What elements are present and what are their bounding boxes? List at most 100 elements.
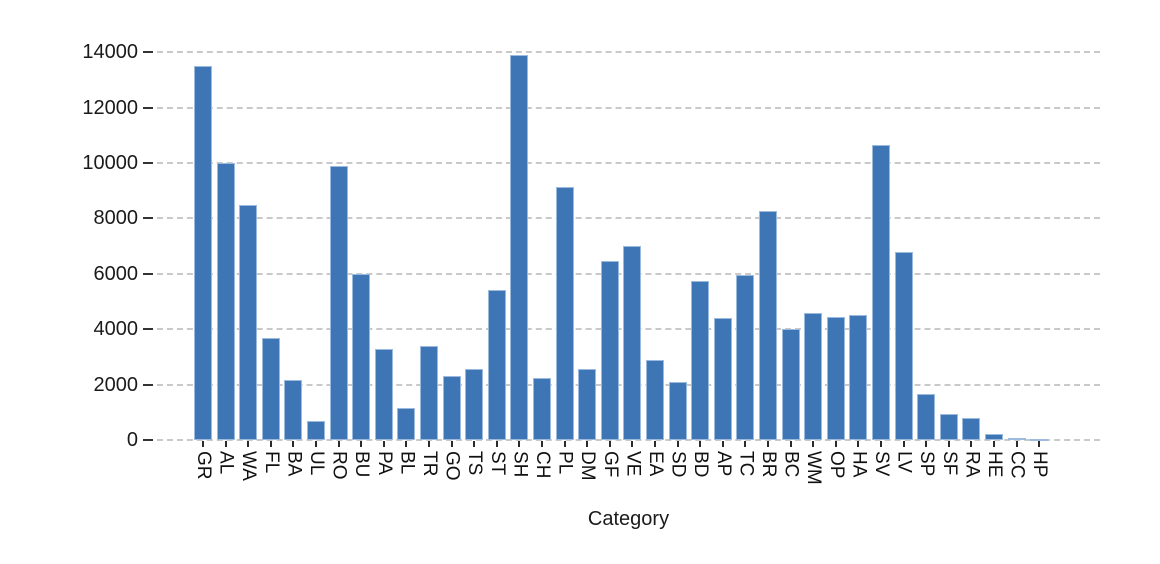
x-tick-mark [902, 441, 905, 447]
bar-pa [374, 348, 393, 440]
bar-wm [804, 312, 823, 440]
y-tick-mark [143, 439, 153, 441]
x-tick-label: LV [893, 451, 915, 473]
bar-ch [533, 377, 551, 440]
bar-sh [510, 54, 529, 440]
x-tick-mark [541, 441, 543, 447]
x-tick-mark [224, 441, 227, 447]
y-tick-label: 4000 [93, 318, 139, 341]
x-tick-label: TR [419, 451, 440, 477]
x-tick-mark [563, 441, 566, 447]
bar-tc [736, 275, 755, 440]
x-tick-label: SP [916, 451, 938, 477]
bar-tr [420, 345, 438, 440]
x-tick-mark [947, 441, 950, 447]
x-tick-label: BR [758, 451, 779, 478]
bar-br [759, 211, 777, 440]
x-tick-label: UL [306, 451, 327, 476]
bar-gr [194, 66, 212, 440]
x-tick-label: SV [871, 451, 892, 477]
y-tick-label: 12000 [82, 96, 138, 119]
x-tick-label: HA [848, 451, 870, 478]
x-tick-label: PA [373, 451, 395, 475]
y-tick-label: 14000 [82, 41, 138, 64]
x-tick-label: AL [215, 451, 237, 475]
gridline [157, 106, 1100, 109]
bar-sv [872, 144, 890, 440]
x-tick-mark [337, 441, 340, 447]
x-tick-label: ST [486, 451, 508, 476]
gridline [157, 217, 1100, 220]
x-tick-mark [360, 441, 363, 447]
bar-bd [691, 280, 710, 440]
x-tick-mark [586, 441, 589, 447]
x-tick-mark [202, 441, 204, 447]
bar-hp [1030, 439, 1049, 441]
x-tick-mark [767, 441, 769, 447]
gridline [157, 439, 1100, 441]
bar-wa [239, 204, 258, 440]
bar-dm [578, 369, 597, 440]
y-tick-mark [143, 328, 153, 331]
x-tick-mark [608, 441, 611, 447]
x-tick-label: FL [260, 451, 282, 474]
bar-ha [849, 315, 868, 440]
x-tick-mark [744, 441, 747, 447]
x-tick-label: EA [645, 451, 666, 477]
x-tick-label: GF [599, 451, 621, 478]
x-tick-label: SH [509, 451, 531, 478]
x-tick-mark [993, 441, 995, 447]
x-tick-mark [812, 441, 815, 447]
bar-lv [894, 251, 913, 440]
bar-ve [623, 246, 642, 440]
x-tick-mark [789, 441, 792, 447]
x-tick-mark [495, 441, 498, 447]
x-tick-label: DM [577, 451, 599, 481]
x-tick-label: OP [825, 451, 847, 479]
x-tick-label: VE [622, 451, 644, 477]
bar-sd [668, 381, 687, 440]
x-tick-mark [473, 441, 476, 447]
x-tick-label: SD [667, 451, 689, 478]
bar-bl [397, 408, 416, 440]
x-tick-mark [834, 441, 837, 447]
x-tick-label: BU [351, 451, 373, 478]
x-tick-label: BA [283, 451, 305, 477]
x-tick-label: WA [238, 451, 260, 481]
y-tick-mark [143, 51, 153, 54]
y-tick-label: 8000 [93, 207, 139, 230]
x-tick-label: RA [961, 451, 983, 478]
y-tick-mark [143, 106, 153, 109]
bar-ro [329, 165, 348, 440]
x-tick-mark [1038, 441, 1041, 447]
x-tick-label: WM [803, 451, 825, 485]
x-tick-label: HE [984, 451, 1005, 478]
bar-al [216, 163, 235, 440]
x-tick-label: BL [396, 451, 418, 475]
x-tick-mark [699, 441, 702, 447]
bar-sp [917, 394, 936, 440]
x-tick-label: SF [938, 451, 960, 476]
y-tick-label: 0 [126, 429, 138, 451]
x-tick-label: CH [532, 451, 553, 479]
y-tick-label: 10000 [82, 152, 138, 174]
bar-go [442, 376, 461, 440]
x-tick-mark [315, 441, 317, 447]
y-tick-mark [143, 217, 153, 220]
x-tick-mark [382, 441, 385, 447]
x-tick-mark [292, 441, 295, 447]
bar-ra [962, 418, 981, 440]
x-tick-mark [405, 441, 408, 447]
x-tick-mark [631, 441, 634, 447]
bar-ts [465, 369, 484, 440]
x-tick-mark [450, 441, 453, 447]
x-tick-label: TC [735, 451, 757, 477]
x-tick-label: TS [464, 451, 486, 476]
bar-op [826, 316, 845, 440]
bar-ul [307, 421, 325, 440]
x-tick-mark [880, 441, 882, 447]
bar-fl [261, 337, 280, 440]
bar-he [985, 434, 1003, 440]
x-tick-mark [428, 441, 430, 447]
x-tick-mark [518, 441, 521, 447]
